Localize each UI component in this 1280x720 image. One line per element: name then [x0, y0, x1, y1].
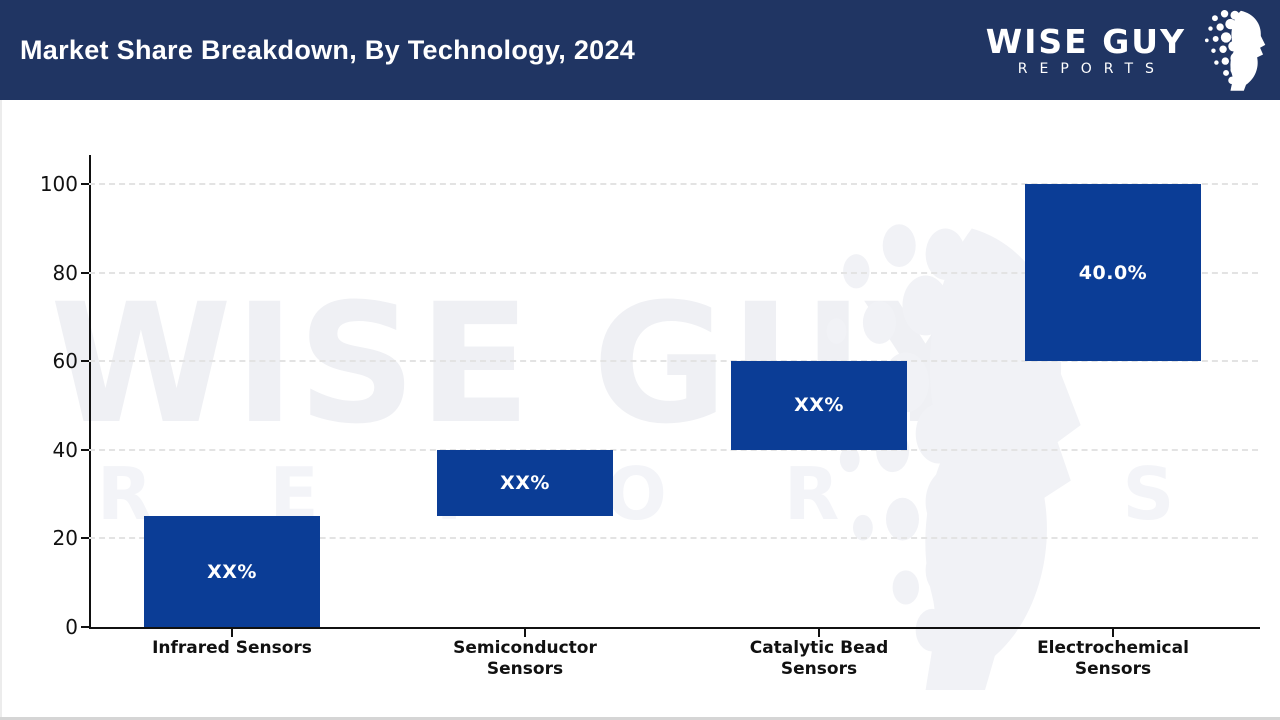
gridline-100: [89, 183, 1258, 185]
y-tick-label: 80: [52, 260, 78, 285]
y-tick-mark: [81, 537, 89, 540]
bar-value-label: XX%: [794, 394, 844, 417]
category-label: Semiconductor Sensors: [453, 638, 597, 680]
logo-brand-subtitle: REPORTS: [1017, 60, 1166, 77]
y-tick-label: 40: [52, 437, 78, 462]
y-tick-mark: [81, 626, 89, 628]
y-tick-label: 100: [39, 172, 78, 196]
x-tick-mark: [1112, 629, 1114, 637]
gridline-60: [89, 360, 1258, 363]
bar-segment-3: 40.0%: [1025, 184, 1201, 362]
wiseguy-logo-text: WISE GUY REPORTS: [986, 25, 1186, 76]
chart-canvas: WISE GUY R E P O R T S 0 20 40 60 80 100 XX% In…: [0, 100, 1280, 717]
y-tick-mark: [81, 271, 89, 274]
category-label: Electrochemical Sensors: [1037, 638, 1189, 680]
bar-value-label: XX%: [500, 472, 550, 495]
plot-area: 0 20 40 60 80 100 XX% Infrared Sensors XX% Semico…: [2, 100, 1280, 717]
category-label: Catalytic Bead Sensors: [749, 638, 889, 680]
category-label: Infrared Sensors: [152, 638, 312, 658]
y-tick-mark: [81, 360, 89, 363]
bar-value-label: 40.0%: [1078, 261, 1148, 284]
header-banner: Market Share Breakdown, By Technology, 2…: [0, 0, 1280, 100]
y-tick-label: 60: [52, 349, 78, 374]
wiseguy-logo: WISE GUY REPORTS: [986, 7, 1266, 93]
logo-brand-name: WISE GUY: [985, 21, 1186, 61]
page-title: Market Share Breakdown, By Technology, 2…: [20, 34, 636, 65]
y-tick-label: 20: [52, 526, 78, 551]
y-tick-mark: [81, 183, 89, 185]
bar-value-label: XX%: [207, 560, 257, 583]
gridline-80: [89, 271, 1258, 274]
bar-segment-0: XX%: [144, 516, 320, 627]
y-tick-label: 0: [65, 615, 78, 639]
x-axis-line: [89, 627, 1260, 629]
gridline-20: [89, 537, 1258, 540]
x-tick-mark: [231, 629, 233, 637]
x-tick-mark: [524, 629, 526, 637]
wiseguy-head-icon: [1204, 10, 1266, 91]
y-tick-mark: [81, 448, 89, 451]
x-tick-mark: [818, 629, 820, 637]
y-axis-line: [89, 155, 91, 629]
bar-segment-2: XX%: [731, 361, 907, 450]
bar-segment-1: XX%: [437, 449, 613, 517]
gridline-40: [89, 448, 1258, 451]
